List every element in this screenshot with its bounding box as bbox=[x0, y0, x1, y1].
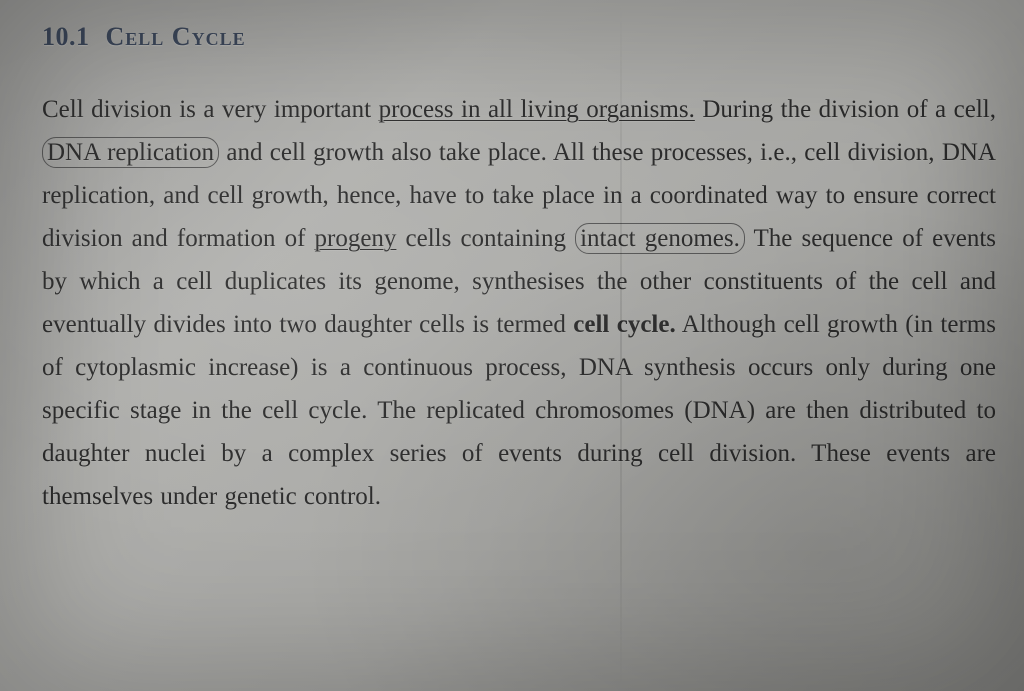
underlined-word: progeny bbox=[315, 225, 397, 252]
section-title: Cell Cycle bbox=[106, 22, 246, 51]
text-segment: Although cell growth (in terms of cytopl… bbox=[42, 311, 996, 510]
bold-term: cell cycle. bbox=[573, 311, 675, 338]
body-paragraph: Cell division is a very important proces… bbox=[42, 88, 996, 518]
section-number: 10.1 bbox=[42, 22, 90, 51]
underlined-phrase: process in all living organisms. bbox=[379, 96, 695, 123]
section-heading: 10.1 Cell Cycle bbox=[42, 22, 996, 52]
text-segment: Cell division is a very important bbox=[42, 96, 379, 123]
textbook-page: 10.1 Cell Cycle Cell division is a very i… bbox=[0, 0, 1024, 691]
circled-phrase: intact genomes. bbox=[575, 223, 745, 254]
circled-phrase: DNA replication bbox=[42, 137, 219, 168]
text-segment: During the division of a cell, bbox=[695, 96, 996, 123]
text-segment: cells containing bbox=[396, 225, 575, 252]
